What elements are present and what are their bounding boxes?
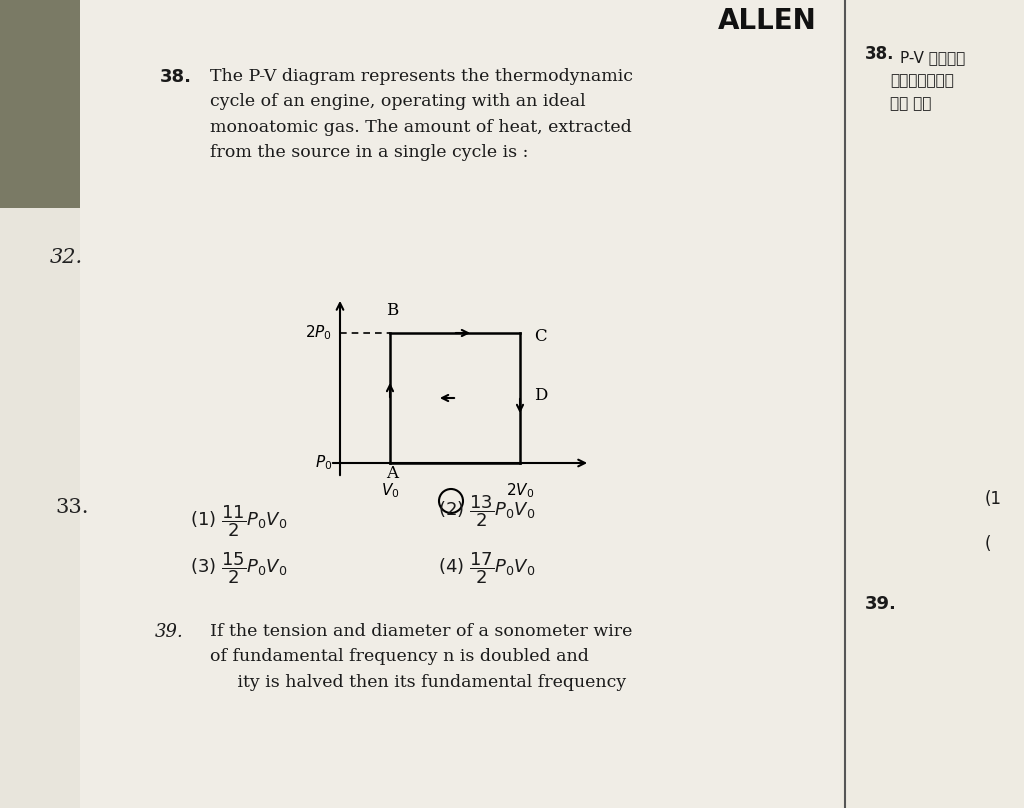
Text: 39.: 39. <box>865 595 897 613</box>
Text: A: A <box>386 465 398 482</box>
Text: P-V ग्रा: P-V ग्रा <box>900 50 966 65</box>
Text: से एक: से एक <box>890 96 932 111</box>
Text: 39.: 39. <box>155 623 183 641</box>
Text: $(1)\ \dfrac{11}{2}P_0V_0$: $(1)\ \dfrac{11}{2}P_0V_0$ <box>190 503 288 539</box>
Text: $(4)\ \dfrac{17}{2}P_0V_0$: $(4)\ \dfrac{17}{2}P_0V_0$ <box>438 550 536 586</box>
Text: $V_0$: $V_0$ <box>381 481 399 499</box>
Text: $(2)\ \dfrac{13}{2}P_0V_0$: $(2)\ \dfrac{13}{2}P_0V_0$ <box>438 493 536 528</box>
Text: $P_0$: $P_0$ <box>314 453 332 473</box>
Text: 33.: 33. <box>55 498 88 517</box>
Text: 38.: 38. <box>865 45 895 63</box>
Text: $(3)\ \dfrac{15}{2}P_0V_0$: $(3)\ \dfrac{15}{2}P_0V_0$ <box>190 550 288 586</box>
FancyBboxPatch shape <box>80 0 841 238</box>
Text: दर्शाता: दर्शाता <box>890 73 954 88</box>
Text: The P-V diagram represents the thermodynamic
cycle of an engine, operating with : The P-V diagram represents the thermodyn… <box>210 68 633 162</box>
Text: If the tension and diameter of a sonometer wire
of fundamental frequency n is do: If the tension and diameter of a sonomet… <box>210 623 633 691</box>
FancyBboxPatch shape <box>0 0 230 208</box>
Text: ALLEN: ALLEN <box>718 7 817 35</box>
Text: D: D <box>534 388 548 405</box>
FancyBboxPatch shape <box>80 0 850 808</box>
Text: C: C <box>534 328 547 345</box>
Text: 38.: 38. <box>160 68 193 86</box>
FancyBboxPatch shape <box>840 0 1024 808</box>
Text: $2P_0$: $2P_0$ <box>305 324 332 343</box>
Text: $2V_0$: $2V_0$ <box>506 481 535 499</box>
Text: (1: (1 <box>985 490 1002 508</box>
Text: 32.: 32. <box>50 248 83 267</box>
Text: B: B <box>386 302 398 319</box>
Text: (: ( <box>985 535 991 553</box>
